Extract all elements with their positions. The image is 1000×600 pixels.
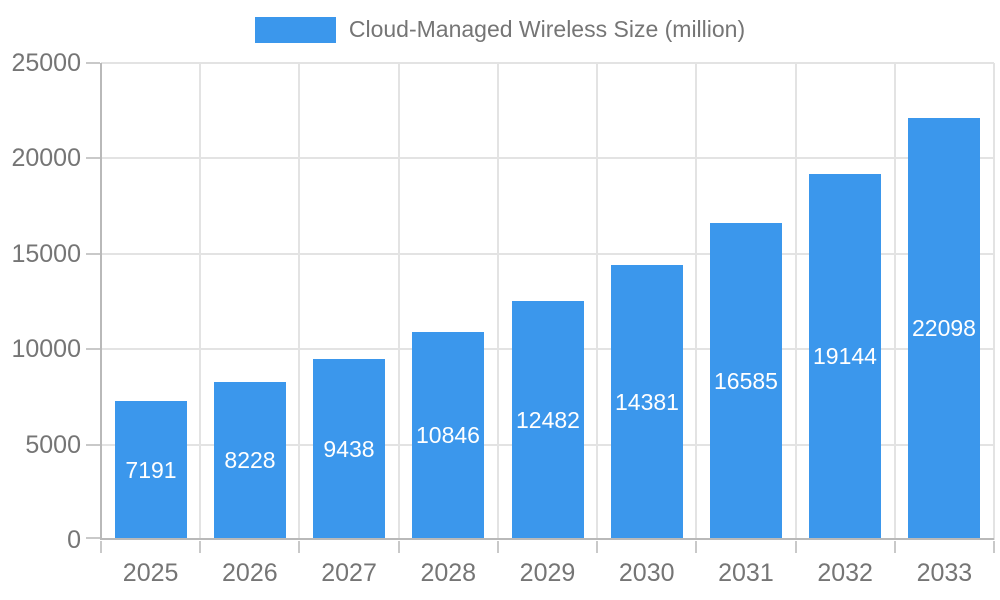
y-axis-label: 10000 (11, 335, 81, 364)
bar-value-label: 14381 (615, 388, 679, 415)
y-axis-tick (86, 62, 100, 64)
bar[interactable]: 9438 (313, 359, 385, 538)
x-axis-tick (893, 541, 896, 553)
x-axis-tick (199, 541, 202, 553)
y-axis-tick (86, 157, 100, 160)
bar[interactable]: 19144 (809, 174, 881, 538)
y-axis-tick (86, 443, 100, 446)
bar-value-label: 22098 (912, 315, 976, 341)
y-axis-tick (86, 537, 100, 539)
gridline-vertical (893, 63, 896, 540)
y-axis-label: 15000 (11, 239, 81, 268)
x-axis-label: 2026 (222, 559, 278, 587)
bar[interactable]: 16585 (710, 223, 782, 538)
x-axis-tick (496, 541, 499, 553)
x-axis-label: 2030 (618, 559, 675, 587)
bar-value-label: 16585 (714, 367, 778, 394)
gridline-vertical (397, 63, 400, 540)
gridline-vertical (199, 63, 202, 540)
x-axis-tick (695, 541, 698, 553)
x-axis-label: 2025 (122, 559, 179, 587)
gridline-vertical (596, 63, 599, 540)
y-axis-label: 5000 (25, 430, 81, 459)
bar-value-label: 12482 (516, 406, 580, 433)
x-axis-tick (397, 541, 400, 553)
bar-value-label: 19144 (813, 343, 877, 369)
bar[interactable]: 12482 (512, 301, 584, 538)
bar-value-label: 9438 (323, 435, 375, 462)
legend-label[interactable]: Cloud-Managed Wireless Size (million) (348, 16, 746, 42)
x-axis-tick (596, 541, 599, 553)
x-axis-tick (993, 541, 995, 553)
y-axis-tick (86, 252, 100, 255)
y-axis-label: 0 (67, 526, 81, 554)
bar-value-label: 10846 (416, 422, 480, 448)
x-axis-label: 2027 (321, 559, 377, 587)
legend-swatch[interactable] (254, 16, 336, 43)
x-axis-label: 2029 (519, 559, 576, 587)
y-axis-label: 25000 (11, 49, 81, 77)
plot-area: 0 5000 10000 15000 20000 25000 7191 2025 8228 202… (11, 50, 995, 586)
x-axis-label: 2031 (718, 559, 774, 587)
x-axis-label: 2032 (817, 559, 873, 587)
x-axis-tick (794, 541, 797, 553)
y-axis-label: 20000 (11, 144, 81, 173)
gridline-horizontal (101, 62, 994, 64)
bar[interactable]: 22098 (908, 118, 980, 538)
gridline-horizontal (101, 157, 994, 160)
x-axis-label: 2028 (420, 559, 477, 587)
bar[interactable]: 7191 (115, 401, 187, 538)
bar[interactable]: 10846 (412, 332, 484, 538)
y-axis-tick (86, 348, 100, 351)
gridline-vertical (298, 63, 301, 540)
gridline-vertical (695, 63, 698, 540)
gridline-horizontal (101, 252, 994, 255)
bar[interactable]: 14381 (611, 265, 683, 538)
gridline-vertical (496, 63, 499, 540)
bar-value-label: 8228 (224, 447, 276, 473)
y-axis-line (100, 63, 102, 540)
bar[interactable]: 8228 (214, 382, 286, 538)
x-axis-tick (298, 541, 301, 553)
x-axis-label: 2033 (916, 559, 973, 587)
x-axis-line (101, 538, 994, 540)
gridline-vertical (993, 63, 995, 540)
legend: Cloud-Managed Wireless Size (million) (0, 16, 1000, 43)
gridline-vertical (794, 63, 797, 540)
x-axis-tick (100, 541, 102, 553)
bar-value-label: 7191 (125, 456, 177, 483)
